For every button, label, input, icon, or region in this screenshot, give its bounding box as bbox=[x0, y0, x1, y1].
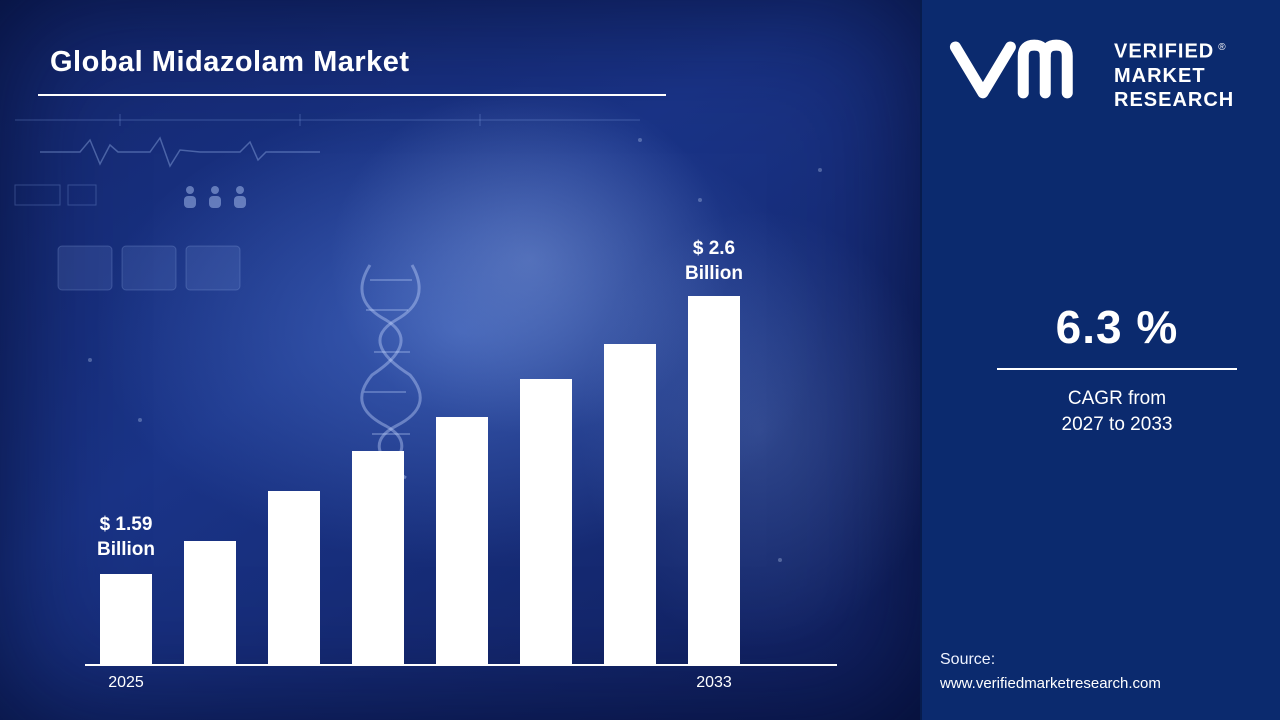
bar-year-2 bbox=[184, 541, 236, 664]
bar-year-6 bbox=[520, 379, 572, 664]
sidebar: VERIFIED ® MARKET RESEARCH 6.3 % CAGR fro… bbox=[920, 0, 1280, 720]
x-axis-label-2025: 2025 bbox=[108, 674, 144, 691]
last-bar-value: $ 2.6 bbox=[692, 238, 736, 259]
bar-2025 bbox=[100, 574, 152, 664]
bar-2033 bbox=[688, 296, 740, 664]
cagr-stat: 6.3 % CAGR from 2027 to 2033 bbox=[997, 300, 1237, 438]
page-title: Global Midazolam Market bbox=[50, 46, 410, 78]
source-url: www.verifiedmarketresearch.com bbox=[940, 675, 1161, 692]
x-axis-line bbox=[85, 664, 837, 666]
chart-panel: Global Midazolam Market $ 1.59 Billion $… bbox=[0, 0, 920, 720]
logo-line-research: RESEARCH bbox=[1114, 88, 1235, 111]
logo-wordmark: VERIFIED ® MARKET RESEARCH bbox=[1114, 36, 1234, 112]
logo-line-verified: VERIFIED bbox=[1114, 40, 1215, 63]
registered-mark: ® bbox=[1218, 42, 1227, 53]
cagr-caption-line1: CAGR from bbox=[1067, 388, 1167, 409]
cagr-caption-line2: 2027 to 2033 bbox=[1061, 414, 1173, 435]
bars-container bbox=[100, 244, 740, 664]
source-block: Source: www.verifiedmarketresearch.com bbox=[940, 651, 1270, 692]
logo-row: VERIFIED ® MARKET RESEARCH bbox=[938, 34, 1268, 112]
first-bar-value: $ 1.59 bbox=[99, 514, 153, 535]
x-axis-label-2033: 2033 bbox=[696, 674, 732, 691]
bar-year-4 bbox=[352, 451, 404, 664]
vmr-logo-icon bbox=[949, 39, 1073, 99]
first-bar-unit: Billion bbox=[96, 539, 156, 560]
cagr-value: 6.3 % bbox=[1055, 301, 1179, 353]
bar-year-3 bbox=[268, 491, 320, 664]
last-bar-annotation: $ 2.6 Billion bbox=[654, 236, 774, 286]
cagr-underline bbox=[997, 368, 1237, 370]
source-label: Source: bbox=[940, 651, 996, 668]
bar-chart: $ 1.59 Billion $ 2.6 Billion 2025 2033 bbox=[66, 236, 837, 691]
first-bar-annotation: $ 1.59 Billion bbox=[66, 512, 186, 562]
bar-year-7 bbox=[604, 344, 656, 664]
title-underline bbox=[38, 94, 666, 96]
bar-year-5 bbox=[436, 417, 488, 664]
last-bar-unit: Billion bbox=[684, 263, 744, 284]
logo-line-market: MARKET bbox=[1114, 64, 1206, 87]
